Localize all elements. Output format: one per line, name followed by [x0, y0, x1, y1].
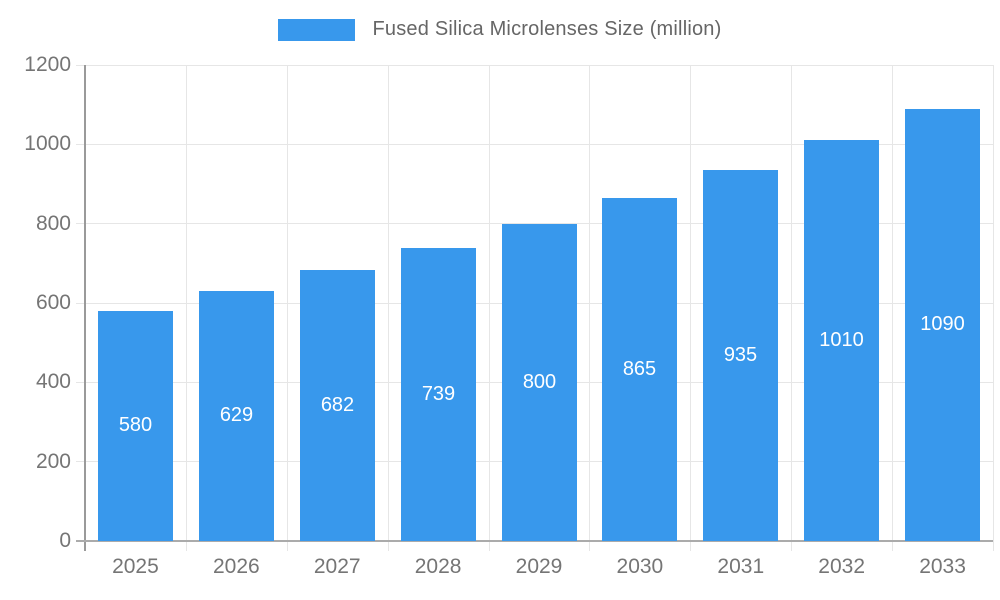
gridline-horizontal	[76, 64, 993, 66]
y-axis-tick-label: 1200	[24, 53, 71, 76]
bar-value-label: 580	[118, 414, 153, 436]
x-axis-tick-label: 2027	[313, 555, 361, 578]
legend-swatch-icon	[278, 18, 356, 41]
bar-2026: 629	[199, 291, 274, 541]
bar-value-label: 682	[320, 393, 355, 416]
legend-label: Fused Silica Microlenses Size (million)	[372, 18, 722, 40]
x-axis-tick-label: 2031	[717, 555, 765, 578]
x-axis-tick-label: 2032	[818, 555, 866, 578]
bar-2028: 739	[401, 248, 476, 541]
gridline-horizontal	[76, 223, 993, 225]
gridline-vertical	[488, 65, 490, 551]
y-axis-tick-label: 600	[35, 291, 71, 314]
gridline-vertical	[185, 65, 187, 551]
bar-value-label: 800	[522, 370, 557, 393]
bar-2033: 1090	[905, 109, 980, 541]
gridline-vertical	[790, 65, 792, 551]
bar-value-label: 865	[622, 357, 657, 380]
y-axis-tick-label: 400	[35, 370, 71, 394]
bar-value-label: 1010	[819, 328, 864, 351]
x-axis-tick-label: 2026	[212, 555, 260, 578]
bar-value-label: 1090	[920, 313, 965, 335]
bar-2032: 1010	[804, 140, 879, 541]
bar-value-label: 935	[723, 343, 758, 366]
chart-legend: Fused Silica Microlenses Size (million)	[0, 18, 1000, 41]
y-axis-line	[84, 65, 86, 551]
x-axis-tick-label: 2029	[515, 555, 563, 578]
gridline-horizontal	[76, 143, 993, 145]
bar-value-label: 629	[219, 404, 254, 426]
plot-area: 0 200 400 600 800 1000 1200 580 2025 629 2026 682 20…	[24, 53, 994, 578]
bar-2025: 580	[98, 311, 173, 541]
x-axis-tick-label: 2028	[414, 555, 462, 578]
gridline-vertical	[588, 65, 590, 551]
y-axis-tick-label: 800	[35, 211, 71, 235]
bar-2030: 865	[602, 198, 677, 541]
x-axis-tick-label: 2025	[112, 555, 159, 578]
y-axis-tick-label: 200	[35, 449, 71, 473]
x-axis-tick-label: 2030	[616, 555, 664, 578]
bar-value-label: 739	[421, 382, 456, 405]
y-axis-tick-label: 0	[59, 529, 71, 552]
gridline-vertical	[387, 65, 389, 551]
bar-2031: 935	[703, 170, 778, 541]
gridline-vertical	[689, 65, 691, 551]
gridline-vertical	[992, 65, 994, 551]
bar-2027: 682	[300, 270, 375, 541]
y-axis-tick-label: 1000	[24, 132, 71, 156]
gridline-vertical	[286, 65, 288, 551]
x-axis-line	[76, 540, 993, 542]
x-axis-tick-label: 2033	[919, 555, 966, 578]
bar-2029: 800	[502, 224, 577, 541]
gridline-vertical	[891, 65, 893, 551]
